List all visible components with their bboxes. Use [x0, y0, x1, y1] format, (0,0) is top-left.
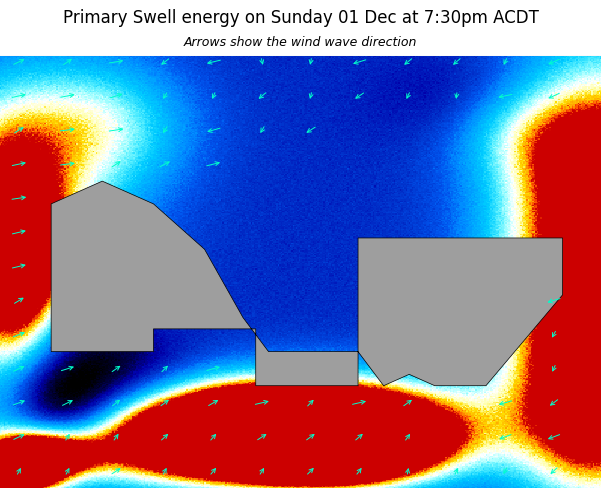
Text: Arrows show the wind wave direction: Arrows show the wind wave direction	[184, 36, 417, 49]
Text: Primary Swell energy on Sunday 01 Dec at 7:30pm ACDT: Primary Swell energy on Sunday 01 Dec at…	[63, 9, 538, 27]
Polygon shape	[51, 181, 563, 386]
